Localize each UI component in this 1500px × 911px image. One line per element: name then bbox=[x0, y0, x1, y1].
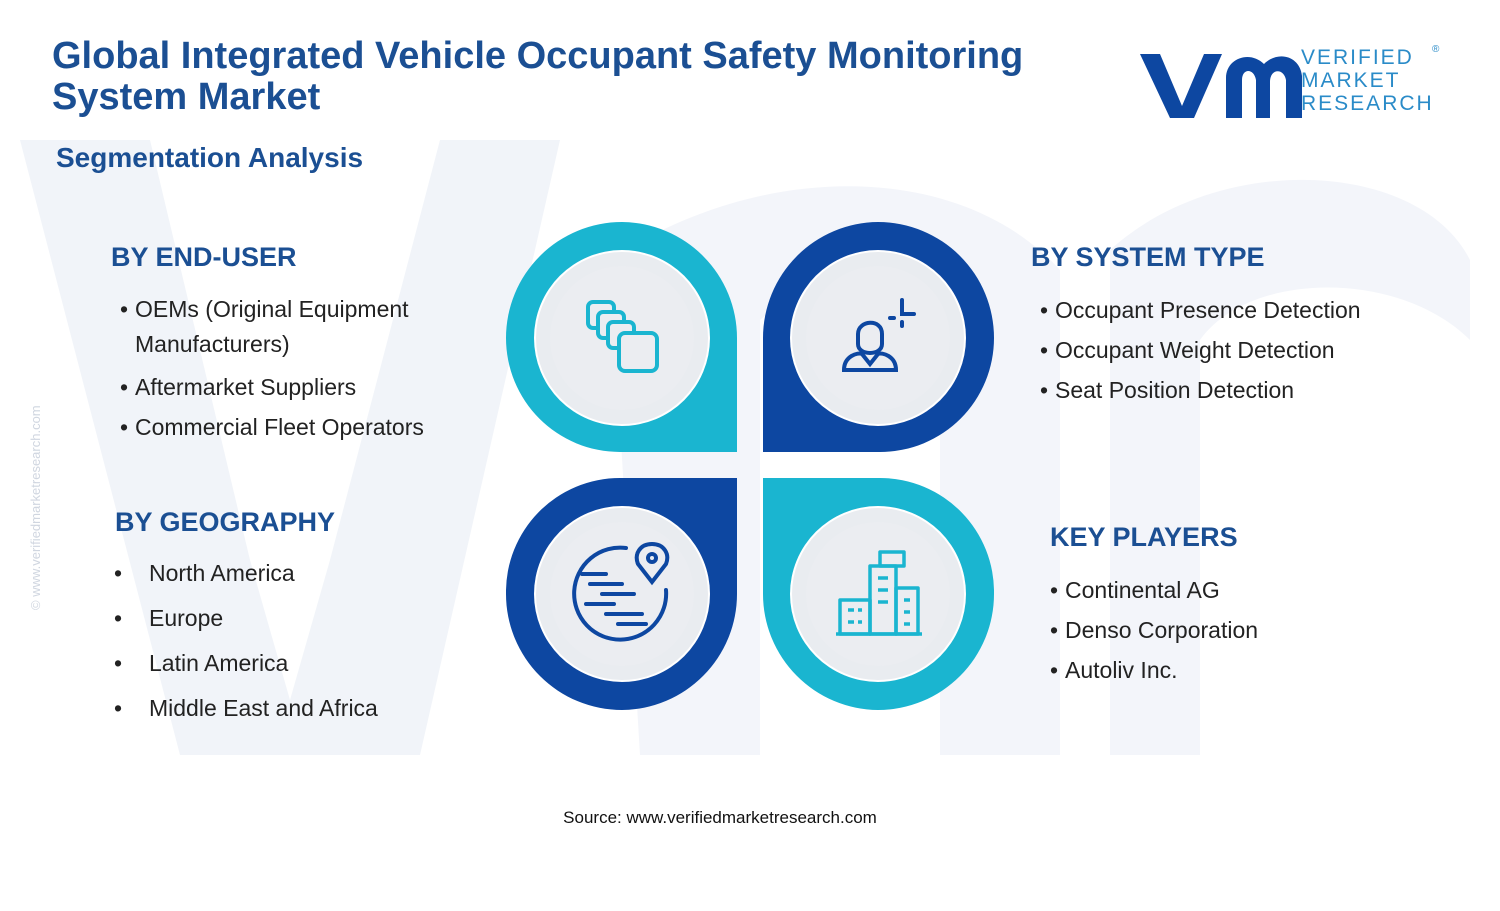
quadrant-key-players bbox=[763, 478, 994, 710]
list-item: • Aftermarket Suppliers bbox=[120, 374, 357, 400]
vmr-logo-mark bbox=[1140, 54, 1302, 118]
logo-line-3: RESEARCH bbox=[1301, 92, 1434, 115]
logo-line-1: VERIFIED bbox=[1301, 46, 1414, 69]
list-item: • OEMs (Original Equipment bbox=[120, 296, 409, 322]
stacked-squares-icon bbox=[586, 300, 659, 373]
list-item: • Commercial Fleet Operators bbox=[120, 414, 424, 440]
geography-list: • North America • Europe • Latin America • M… bbox=[114, 551, 378, 731]
vmr-logo-text: VERIFIED MARKET RESEARCH bbox=[1301, 46, 1434, 115]
key-players-heading: KEY PLAYERS bbox=[1050, 522, 1238, 552]
list-item: • Seat Position Detection bbox=[1040, 377, 1295, 403]
list-item: Manufacturers) bbox=[135, 331, 290, 357]
globe-location-icon bbox=[572, 541, 670, 642]
list-item: • North America bbox=[114, 560, 295, 586]
quadrant-geography bbox=[506, 478, 737, 710]
list-item: • Occupant Weight Detection bbox=[1040, 337, 1335, 363]
list-item: • Middle East and Africa bbox=[114, 695, 378, 721]
side-watermark-text: © www.verifiedmarketresearch.com bbox=[28, 405, 43, 610]
source-note: Source: www.verifiedmarketresearch.com bbox=[563, 808, 877, 827]
end-user-heading: BY END-USER bbox=[111, 242, 297, 272]
end-user-list: • OEMs (Original Equipment Manufacturers)… bbox=[120, 292, 424, 447]
list-item: • Europe bbox=[114, 605, 224, 631]
geography-heading: BY GEOGRAPHY bbox=[115, 507, 336, 537]
quadrant-system-type bbox=[763, 222, 994, 452]
user-scan-icon bbox=[841, 298, 916, 372]
list-item: • Latin America bbox=[114, 650, 289, 676]
city-buildings-icon bbox=[836, 550, 922, 636]
list-item: • Occupant Presence Detection bbox=[1040, 297, 1361, 323]
list-item: • Continental AG bbox=[1050, 577, 1220, 603]
system-type-list: • Occupant Presence Detection • Occupant W… bbox=[1040, 290, 1361, 410]
quadrant-end-user bbox=[506, 222, 737, 452]
key-players-list: • Continental AG • Denso Corporation • Auto… bbox=[1050, 570, 1258, 690]
system-type-heading: BY SYSTEM TYPE bbox=[1031, 242, 1265, 272]
registered-mark: ® bbox=[1432, 44, 1440, 55]
page-title: Global Integrated Vehicle Occupant Safet… bbox=[52, 35, 1024, 118]
page-subtitle: Segmentation Analysis bbox=[56, 142, 364, 173]
logo-line-2: MARKET bbox=[1301, 69, 1401, 92]
list-item: • Autoliv Inc. bbox=[1050, 657, 1178, 683]
list-item: • Denso Corporation bbox=[1050, 617, 1259, 643]
